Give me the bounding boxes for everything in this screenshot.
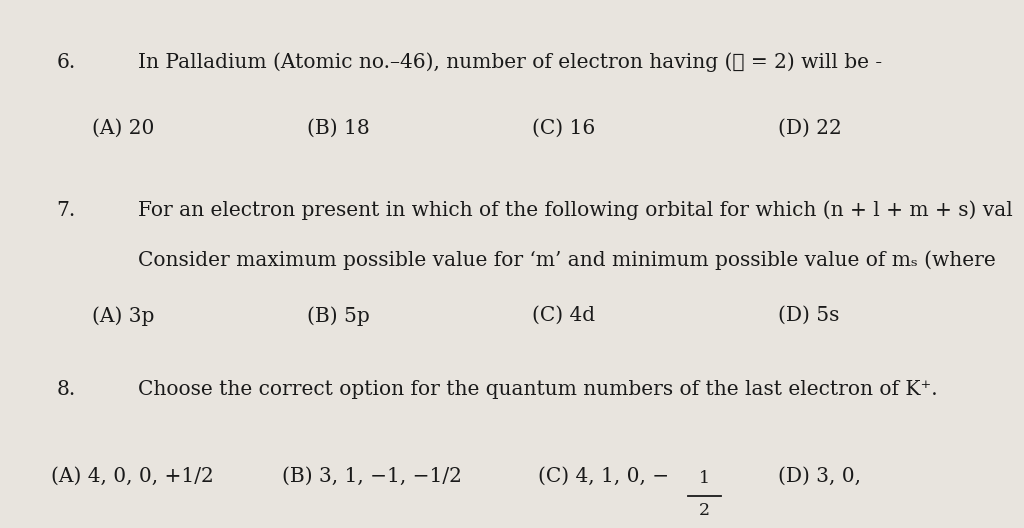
Text: 8.: 8. — [56, 380, 76, 399]
Text: (C) 16: (C) 16 — [532, 119, 596, 138]
Text: (D) 22: (D) 22 — [778, 119, 842, 138]
Text: (A) 4, 0, 0, +1/2: (A) 4, 0, 0, +1/2 — [51, 467, 214, 486]
Text: (D) 3, 0,: (D) 3, 0, — [778, 467, 861, 486]
Text: Consider maximum possible value for ‘m’ and minimum possible value of mₛ (where: Consider maximum possible value for ‘m’ … — [138, 251, 996, 270]
Text: (B) 5p: (B) 5p — [307, 306, 370, 326]
Text: For an electron present in which of the following orbital for which (n + l + m +: For an electron present in which of the … — [138, 201, 1013, 220]
Text: (B) 3, 1, −1, −1/2: (B) 3, 1, −1, −1/2 — [282, 467, 462, 486]
Text: 7.: 7. — [56, 201, 76, 220]
Text: (C) 4d: (C) 4d — [532, 306, 596, 325]
Text: (A) 20: (A) 20 — [92, 119, 155, 138]
Text: (A) 3p: (A) 3p — [92, 306, 155, 326]
Text: 6.: 6. — [56, 53, 76, 72]
Text: In Palladium (Atomic no.–46), number of electron having (ℓ = 2) will be -: In Palladium (Atomic no.–46), number of … — [138, 53, 883, 72]
Text: (C) 4, 1, 0, −: (C) 4, 1, 0, − — [538, 467, 669, 486]
Text: (D) 5s: (D) 5s — [778, 306, 840, 325]
Text: 1: 1 — [699, 470, 710, 487]
Text: Choose the correct option for the quantum numbers of the last electron of K⁺.: Choose the correct option for the quantu… — [138, 380, 938, 399]
Text: 2: 2 — [699, 502, 710, 518]
Text: (B) 18: (B) 18 — [307, 119, 370, 138]
